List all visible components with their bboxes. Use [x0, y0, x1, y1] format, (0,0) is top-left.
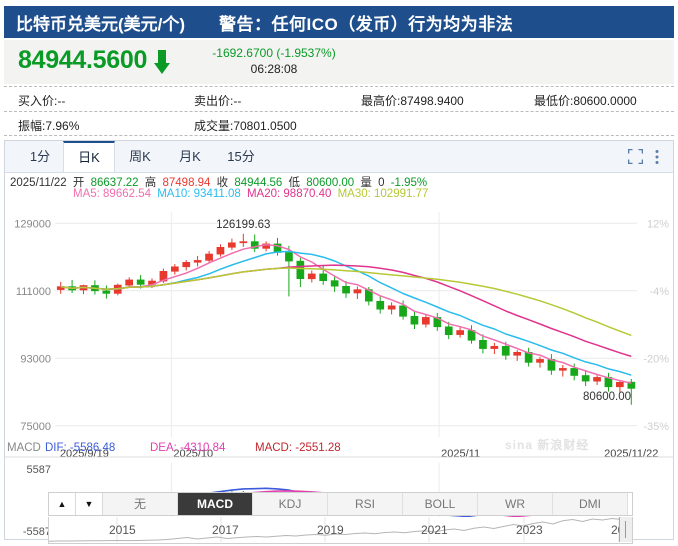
chart-plot-area[interactable]: 129000 111000 93000 75000 12% -4% -20% -35% 2025…: [5, 204, 673, 541]
stat-bid: 买入价:--: [18, 94, 66, 108]
stat-ask: 卖出价:--: [194, 94, 242, 108]
overview-year-2015: 2015: [109, 523, 136, 537]
svg-text:MACD: MACD: [7, 442, 41, 454]
ohlc-low: 80600.00: [306, 177, 355, 189]
ohlc-low-label: 低: [288, 177, 301, 189]
overview-year-2023: 2023: [516, 523, 543, 537]
chart-card: 1分 日K 周K 月K 15分 2025/11/22 开 86637.22 高 …: [4, 140, 674, 540]
tab-1min[interactable]: 1分: [29, 149, 51, 164]
scroll-down-button[interactable]: ▼: [76, 493, 103, 515]
quote-time: 06:28:08: [250, 62, 298, 76]
indicator-tab-rsi[interactable]: RSI: [328, 493, 403, 515]
overview-right-handle[interactable]: [619, 517, 632, 542]
indicator-tab-none[interactable]: 无: [103, 493, 178, 515]
more-vertical-icon[interactable]: [651, 149, 663, 165]
ohlc-close: 84944.56: [234, 177, 283, 189]
stat-row-1: 买入价:-- 卖出价:-- 最高价:87498.9400 最低价:80600.0…: [4, 86, 674, 111]
indicator-tab-kdj[interactable]: KDJ: [253, 493, 328, 515]
indicator-tab-boll[interactable]: BOLL: [403, 493, 478, 515]
title-bar: 比特币兑美元(美元/个) 警告：任何ICO（发币）行为均为非法: [4, 6, 674, 38]
ohlc-pct: -1.95%: [390, 177, 428, 189]
instrument-name: 比特币兑美元(美元/个): [16, 14, 186, 34]
ohlc-line: 2025/11/22 开 86637.22 高 87498.94 收 84944…: [10, 174, 430, 190]
ma-legend: MA5: 89662.54 MA10: 93411.08 MA20: 98870…: [73, 188, 431, 200]
ohlc-vol-label: 量: [360, 177, 372, 189]
ma30-legend: MA30: 102991.77: [337, 188, 429, 200]
stat-volume: 成交量:70801.0500: [194, 119, 297, 133]
indicator-tab-dmi[interactable]: DMI: [553, 493, 628, 515]
indicator-tab-bar: ▲ ▼ 无 MACD KDJ RSI BOLL WR DMI: [48, 492, 633, 516]
stat-row-2: 振幅:7.96% 成交量:70801.0500: [4, 111, 674, 136]
svg-text:DIF: -5586.48: DIF: -5586.48: [45, 442, 115, 454]
svg-text:-20%: -20%: [643, 353, 669, 365]
ma5-legend: MA5: 89662.54: [73, 188, 152, 200]
arrow-down-icon: [154, 50, 170, 74]
candlestick-chart[interactable]: 129000 111000 93000 75000 12% -4% -20% -35% 2025…: [5, 204, 673, 541]
change-value: -1692.6700 (-1.9537%): [212, 46, 336, 60]
tab-monthk[interactable]: 月K: [179, 149, 201, 164]
svg-text:5587: 5587: [27, 464, 51, 476]
last-price: 84944.5600: [18, 46, 148, 74]
svg-text:12%: 12%: [647, 218, 669, 230]
range-overview-strip[interactable]: 2015 2017 2019 2021 2023 2025: [48, 517, 633, 544]
ico-warning-banner: 警告：任何ICO（发币）行为均为非法: [219, 14, 514, 34]
price-change: -1692.6700 (-1.9537%) 06:28:08: [194, 46, 354, 76]
svg-text:-5587: -5587: [23, 526, 51, 538]
stat-amplitude: 振幅:7.96%: [18, 119, 80, 133]
svg-text:80600.00: 80600.00: [583, 391, 631, 403]
ma20-legend: MA20: 98870.40: [246, 188, 332, 200]
overview-year-2017: 2017: [212, 523, 239, 537]
stat-high: 最高价:87498.9400: [361, 94, 464, 108]
indicator-tab-macd[interactable]: MACD: [178, 493, 253, 515]
svg-text:2025/11/22: 2025/11/22: [604, 448, 658, 460]
svg-text:111000: 111000: [16, 286, 51, 298]
ohlc-high: 87498.94: [162, 177, 211, 189]
svg-text:MACD: -2551.28: MACD: -2551.28: [255, 442, 341, 454]
svg-text:75000: 75000: [20, 421, 51, 433]
svg-text:DEA: -4310.84: DEA: -4310.84: [150, 442, 226, 454]
overview-year-2019: 2019: [317, 523, 344, 537]
stat-low: 最低价:80600.0000: [534, 94, 637, 108]
ohlc-high-label: 高: [144, 177, 157, 189]
tab-15min[interactable]: 15分: [227, 149, 255, 164]
quote-summary: 84944.5600 -1692.6700 (-1.9537%) 06:28:0…: [4, 40, 674, 84]
indicator-tab-filler: [628, 493, 632, 515]
ohlc-vol: 0: [378, 177, 385, 189]
svg-text:2025/11: 2025/11: [441, 448, 480, 460]
scroll-up-button[interactable]: ▲: [49, 493, 76, 515]
fullscreen-icon[interactable]: [628, 149, 643, 164]
tab-weekk[interactable]: 周K: [129, 149, 151, 164]
svg-text:-4%: -4%: [649, 286, 669, 298]
ohlc-date: 2025/11/22: [10, 177, 67, 189]
svg-text:93000: 93000: [20, 353, 51, 365]
timeframe-tab-bar: 1分 日K 周K 月K 15分: [5, 141, 673, 173]
svg-text:129000: 129000: [14, 218, 51, 230]
tab-dayk[interactable]: 日K: [63, 141, 115, 172]
ma10-legend: MA10: 93411.08: [157, 188, 241, 200]
svg-text:-35%: -35%: [643, 421, 669, 433]
svg-text:126199.63: 126199.63: [216, 219, 270, 231]
indicator-tab-wr[interactable]: WR: [478, 493, 553, 515]
ohlc-open: 86637.22: [90, 177, 139, 189]
overview-year-2021: 2021: [421, 523, 448, 537]
ohlc-close-label: 收: [216, 177, 229, 189]
ohlc-open-label: 开: [72, 177, 85, 189]
ohlc-legend: 2025/11/22 开 86637.22 高 87498.94 收 84944…: [5, 174, 673, 204]
